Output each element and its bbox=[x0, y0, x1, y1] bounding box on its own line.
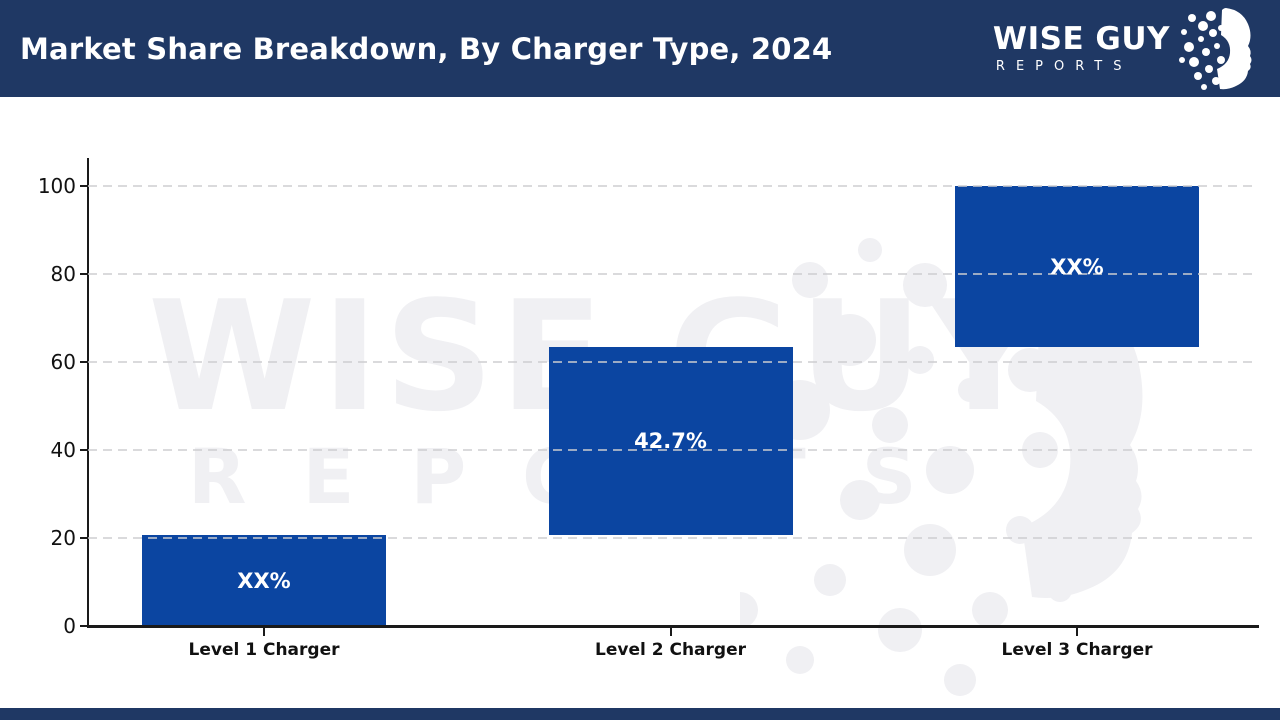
bar-value-label-1: XX% bbox=[237, 568, 291, 593]
y-tick-label-40: 40 bbox=[50, 438, 76, 462]
gridline-60 bbox=[88, 361, 1258, 363]
gridline-40 bbox=[88, 449, 1258, 451]
page-title: Market Share Breakdown, By Charger Type,… bbox=[20, 31, 833, 66]
y-tick-label-60: 60 bbox=[50, 350, 76, 374]
y-tick-mark-40 bbox=[80, 449, 87, 451]
y-tick-mark-60 bbox=[80, 361, 87, 363]
face-dots-icon bbox=[1179, 7, 1252, 90]
brand-logo-text: WISE GUY REPORTS bbox=[992, 21, 1170, 74]
brand-logo: WISE GUY REPORTS bbox=[993, 6, 1254, 92]
y-axis-spine bbox=[87, 158, 89, 628]
y-tick-label-100: 100 bbox=[37, 174, 76, 198]
x-category-label-1: Level 1 Charger bbox=[188, 640, 340, 660]
bar-value-label-2: 42.7% bbox=[634, 429, 707, 454]
x-tick-mark-1 bbox=[263, 628, 265, 636]
y-tick-mark-100 bbox=[80, 185, 87, 187]
x-tick-mark-3 bbox=[1076, 628, 1078, 636]
x-category-label-2: Level 2 Charger bbox=[595, 640, 746, 660]
x-axis-spine bbox=[87, 625, 1259, 628]
y-tick-label-20: 20 bbox=[50, 526, 76, 550]
y-tick-mark-0 bbox=[80, 625, 87, 627]
x-category-label-3: Level 3 Charger bbox=[1001, 640, 1153, 660]
bar-value-label-3: XX% bbox=[1050, 254, 1104, 279]
bar-segment-2 bbox=[548, 347, 793, 536]
gridline-100 bbox=[88, 185, 1258, 187]
y-tick-label-80: 80 bbox=[50, 262, 76, 286]
brand-logo-line2: REPORTS bbox=[995, 59, 1133, 74]
y-tick-mark-20 bbox=[80, 537, 87, 539]
footer-band bbox=[0, 708, 1280, 720]
gridline-20 bbox=[88, 537, 1258, 539]
header-band: Market Share Breakdown, By Charger Type,… bbox=[0, 0, 1280, 97]
y-tick-mark-80 bbox=[80, 273, 87, 275]
bar-segment-3 bbox=[955, 186, 1199, 348]
y-tick-label-0: 0 bbox=[63, 614, 76, 638]
x-tick-mark-2 bbox=[669, 628, 672, 636]
brand-logo-line1: WISE GUY bbox=[992, 21, 1170, 57]
gridline-80 bbox=[88, 273, 1258, 275]
watermark-face-dots bbox=[740, 238, 1143, 696]
bar-segment-1 bbox=[142, 535, 386, 626]
